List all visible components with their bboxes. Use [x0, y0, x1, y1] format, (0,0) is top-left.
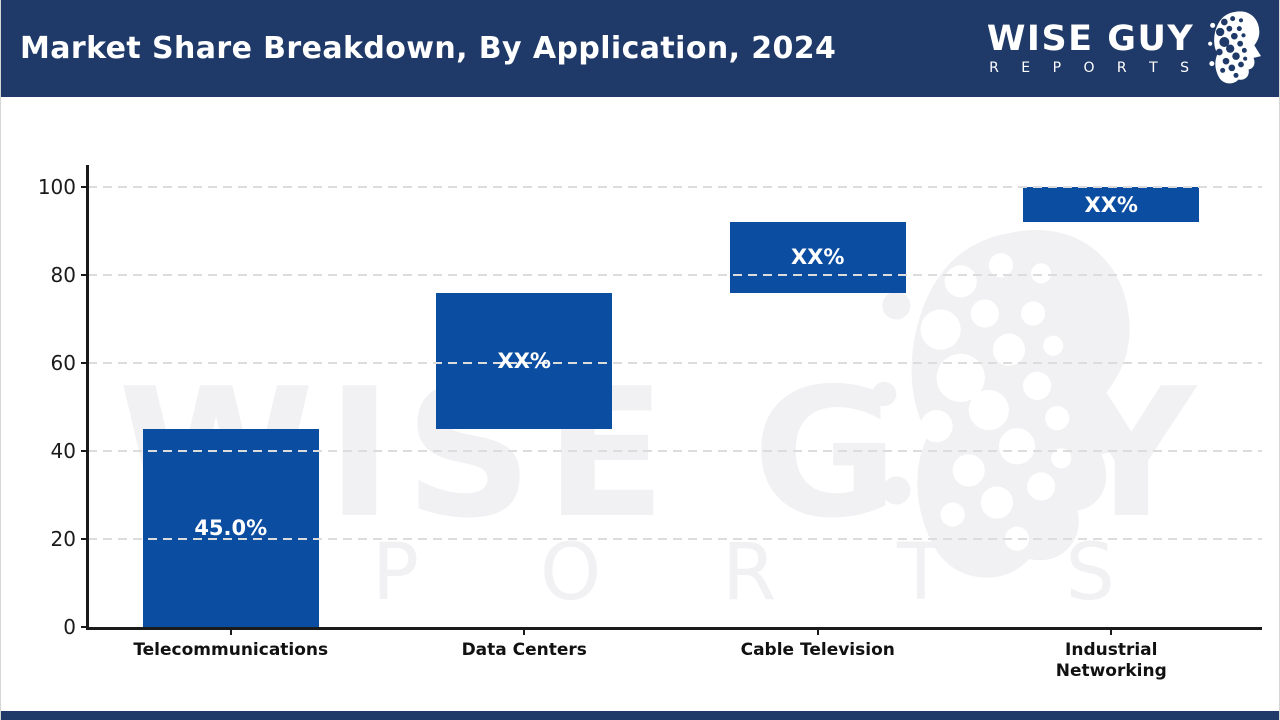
- gridline-80: [88, 274, 1262, 276]
- bar-value-label-1: 45.0%: [194, 516, 268, 540]
- chart-bar-3: [729, 222, 906, 293]
- gridline-40: [88, 450, 1262, 452]
- bar-value-label-3: XX%: [791, 245, 845, 270]
- y-tick-label-40: 40: [50, 439, 76, 463]
- header-bar: Market Share Breakdown, By Application, …: [0, 0, 1280, 97]
- chart-bar-1: [142, 429, 319, 627]
- x-tickmark-4: [1110, 628, 1113, 635]
- y-axis-line: [86, 165, 89, 629]
- y-tickmark-40: [81, 450, 88, 452]
- x-tickmark-3: [816, 628, 819, 635]
- y-tick-label-0: 0: [63, 615, 76, 639]
- brand-logo: WISE GUY R E P O R T S: [983, 0, 1266, 97]
- footer-bar: [0, 711, 1280, 720]
- gridline-100: [88, 186, 1262, 188]
- x-tickmark-2: [523, 628, 526, 635]
- y-tickmark-0: [81, 626, 88, 628]
- gridline-20: [88, 538, 1262, 540]
- x-tickmark-1: [229, 628, 232, 635]
- chart-bar-2: [436, 292, 613, 429]
- y-tick-label-20: 20: [50, 527, 76, 551]
- brand-logo-text: WISE GUY R E P O R T S: [983, 19, 1198, 76]
- y-tickmark-80: [81, 274, 88, 276]
- category-label-2: Data Centers: [461, 640, 587, 660]
- brand-subtext: R E P O R T S: [989, 60, 1198, 76]
- y-tick-label-60: 60: [50, 351, 76, 375]
- category-label-1: Telecommunications: [133, 640, 329, 660]
- watermark-face-icon: [872, 217, 1162, 591]
- brand-wordmark: WISE GUY: [986, 19, 1195, 59]
- gridline-60: [88, 362, 1262, 364]
- page-title: Market Share Breakdown, By Application, …: [20, 31, 837, 66]
- x-axis-line: [86, 627, 1262, 630]
- chart-area: WISE GUY P O R T S 0 20 40 60 80 100 45.0% Tele…: [0, 97, 1280, 711]
- y-tick-label-100: 100: [37, 175, 76, 199]
- y-tickmark-60: [81, 362, 88, 364]
- y-tick-label-80: 80: [50, 263, 76, 287]
- chart-bar-4: [1023, 187, 1200, 223]
- y-tickmark-20: [81, 538, 88, 540]
- y-tickmark-100: [81, 186, 88, 188]
- category-label-4: Industrial Networking: [1055, 640, 1167, 681]
- face-profile-icon: [1206, 7, 1266, 91]
- category-label-3: Cable Television: [740, 640, 895, 660]
- bar-value-label-4: XX%: [1084, 192, 1138, 217]
- bar-value-label-2: XX%: [497, 348, 551, 373]
